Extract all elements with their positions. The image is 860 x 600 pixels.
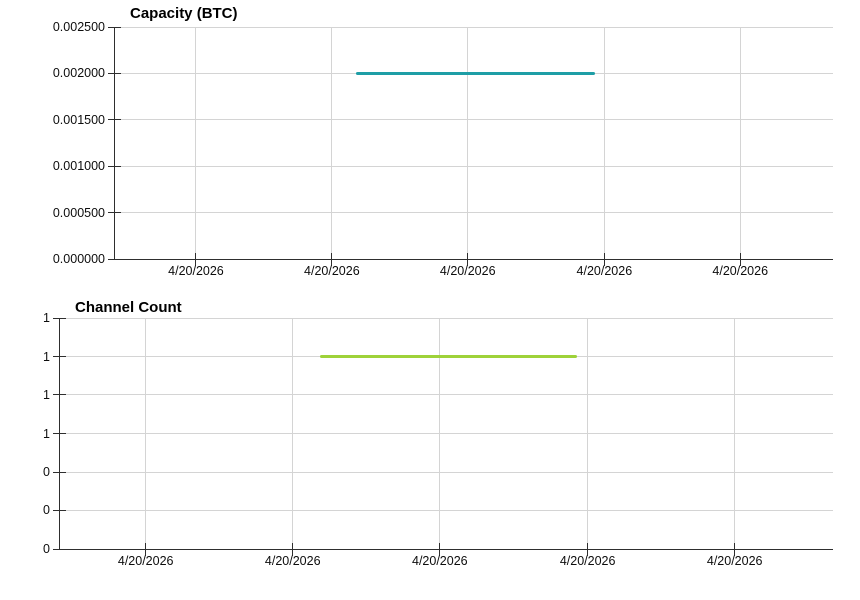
y-tick-label: 1 (43, 311, 50, 325)
vertical-gridline (195, 27, 197, 259)
vertical-gridline (467, 27, 469, 259)
y-tick-label: 0.002000 (52, 66, 105, 81)
x-tick-label: 4/20/2026 (439, 264, 496, 278)
y-tick-label: 0 (43, 503, 50, 518)
horizontal-gridline (59, 471, 833, 473)
x-tick-label: 4/20/2026 (168, 264, 224, 278)
x-tick-label: 4/20/2026 (559, 554, 616, 568)
x-tick-mark (145, 542, 147, 556)
horizontal-gridline (114, 119, 833, 121)
y-tick-label: 0.001000 (52, 159, 105, 174)
x-tick-mark (439, 542, 441, 556)
vertical-gridline (734, 318, 736, 549)
vertical-gridline (331, 27, 333, 259)
x-tick-mark (739, 252, 741, 266)
horizontal-gridline (59, 317, 833, 319)
x-tick-mark (603, 252, 605, 266)
y-tick-label: 0.000000 (52, 252, 105, 266)
x-tick-label: 4/20/2026 (576, 264, 633, 278)
vertical-gridline (587, 318, 589, 549)
y-tick-label: 1 (43, 426, 50, 441)
horizontal-gridline (59, 394, 833, 396)
y-tick-label: 0 (43, 465, 50, 479)
y-tick-label: 0.000500 (52, 205, 105, 220)
vertical-gridline (292, 318, 294, 549)
x-tick-label: 4/20/2026 (264, 554, 321, 568)
y-tick-label: 1 (43, 349, 50, 364)
vertical-gridline (603, 27, 605, 259)
capacity-chart: Capacity (BTC) 0.002500 0.002000 0.001500 0… (0, 0, 860, 293)
capacity-chart-plot-area: 0.002500 0.002000 0.001500 0.001000 0.000500… (53, 20, 833, 278)
channel-count-chart-title: Channel Count (75, 299, 182, 316)
vertical-gridline (145, 318, 147, 549)
series-line (356, 71, 595, 75)
x-tick-label: 4/20/2026 (706, 554, 763, 568)
vertical-gridline (739, 27, 741, 259)
x-tick-mark (195, 252, 197, 266)
horizontal-gridline (114, 165, 833, 167)
horizontal-gridline (114, 26, 833, 28)
y-tick-label: 0.001500 (52, 112, 105, 127)
horizontal-gridline (114, 212, 833, 214)
x-tick-label: 4/20/2026 (304, 264, 360, 278)
x-tick-mark (734, 542, 736, 556)
x-tick-label: 4/20/2026 (117, 554, 174, 568)
x-tick-mark (331, 252, 333, 266)
series-line (319, 355, 577, 358)
y-tick-mark (53, 548, 66, 550)
x-tick-label: 4/20/2026 (712, 264, 769, 278)
y-axis-line (114, 27, 115, 259)
y-tick-label: 1 (43, 387, 50, 402)
x-tick-mark (467, 252, 469, 266)
x-tick-label: 4/20/2026 (411, 554, 468, 568)
x-tick-mark (292, 542, 294, 556)
x-axis-line (59, 548, 833, 550)
x-tick-mark (587, 542, 589, 556)
horizontal-gridline (59, 433, 833, 434)
y-tick-mark (108, 258, 121, 260)
horizontal-gridline (59, 509, 833, 511)
y-tick-label: 0 (43, 542, 50, 556)
y-axis-line (59, 318, 60, 549)
x-axis-line (114, 258, 833, 260)
channel-count-chart-plot-area: 1 1 1 1 0 0 0 4/20/2026 4/20/2026 4/20/2026 4/20/2… (43, 311, 833, 568)
channel-count-chart: Channel Count 1 1 1 1 0 0 0 4/20/2026 4/20/2026 4… (0, 293, 860, 600)
capacity-chart-title: Capacity (BTC) (130, 5, 238, 22)
vertical-gridline (439, 318, 441, 549)
y-tick-label: 0.002500 (52, 20, 105, 34)
